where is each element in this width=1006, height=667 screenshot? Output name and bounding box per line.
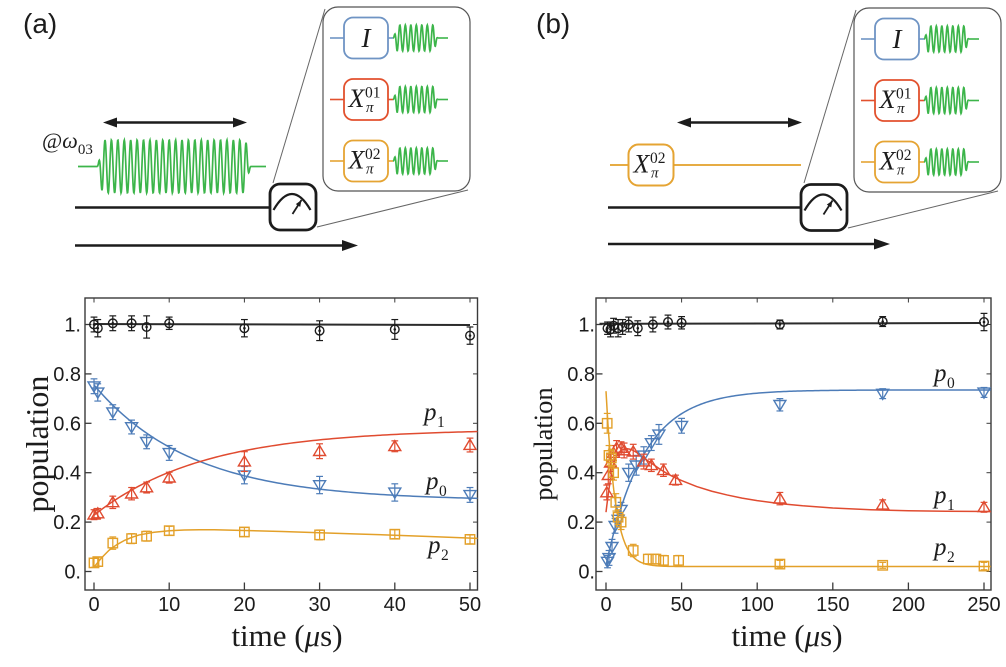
svg-text:I: I [361, 23, 373, 53]
svg-text:0.8: 0.8 [53, 364, 81, 386]
svg-text:p: p [424, 468, 439, 495]
svg-text:0.4: 0.4 [53, 463, 81, 485]
svg-text:π: π [897, 101, 905, 117]
svg-text:0.6: 0.6 [53, 413, 81, 435]
svg-text:π: π [897, 163, 905, 179]
svg-text:50: 50 [670, 594, 692, 616]
svg-text:π: π [366, 100, 374, 116]
svg-text:π: π [366, 162, 374, 178]
svg-text:0.: 0. [578, 562, 595, 584]
svg-text:02: 02 [896, 147, 912, 164]
svg-text:0.4: 0.4 [567, 463, 595, 485]
svg-text:time (μs): time (μs) [731, 618, 842, 653]
svg-text:0: 0 [439, 483, 447, 500]
svg-text:p: p [422, 399, 437, 426]
svg-text:01: 01 [896, 86, 912, 103]
svg-text:X: X [879, 147, 897, 176]
svg-text:population: population [528, 387, 558, 500]
svg-text:50: 50 [459, 594, 481, 616]
svg-text:02: 02 [365, 146, 381, 163]
svg-text:20: 20 [233, 594, 255, 616]
svg-text:0.2: 0.2 [53, 512, 81, 534]
svg-text:0: 0 [947, 375, 955, 392]
svg-text:p: p [426, 532, 441, 559]
svg-text:(a): (a) [23, 8, 57, 39]
svg-text:01: 01 [365, 85, 381, 102]
svg-text:0.8: 0.8 [567, 364, 595, 386]
svg-text:X: X [879, 85, 897, 114]
svg-text:X: X [348, 146, 366, 175]
svg-text:100: 100 [741, 594, 774, 616]
svg-text:40: 40 [384, 594, 406, 616]
svg-text:0: 0 [600, 594, 611, 616]
svg-text:2: 2 [947, 549, 955, 566]
svg-text:1: 1 [947, 497, 955, 514]
svg-text:p: p [932, 534, 947, 561]
svg-text:30: 30 [308, 594, 330, 616]
svg-text:0.: 0. [64, 562, 81, 584]
svg-text:I: I [892, 24, 904, 54]
svg-text:0.6: 0.6 [567, 413, 595, 435]
svg-text:time (μs): time (μs) [231, 618, 342, 653]
svg-text:02: 02 [650, 150, 666, 167]
svg-text:p: p [932, 482, 947, 509]
svg-text:population: population [19, 376, 55, 513]
svg-text:(b): (b) [536, 8, 570, 39]
svg-text:2: 2 [441, 547, 449, 564]
svg-text:10: 10 [158, 594, 180, 616]
svg-text:250: 250 [967, 594, 1000, 616]
svg-text:1: 1 [437, 414, 445, 431]
svg-text:p: p [932, 360, 947, 387]
svg-text:X: X [348, 84, 366, 113]
svg-text:0: 0 [88, 594, 99, 616]
svg-text:π: π [651, 166, 659, 182]
svg-text:X: X [633, 150, 651, 179]
svg-text:1.: 1. [64, 315, 81, 337]
svg-text:150: 150 [816, 594, 849, 616]
svg-text:1.: 1. [578, 315, 595, 337]
svg-text:200: 200 [892, 594, 925, 616]
svg-text:0.2: 0.2 [567, 512, 595, 534]
